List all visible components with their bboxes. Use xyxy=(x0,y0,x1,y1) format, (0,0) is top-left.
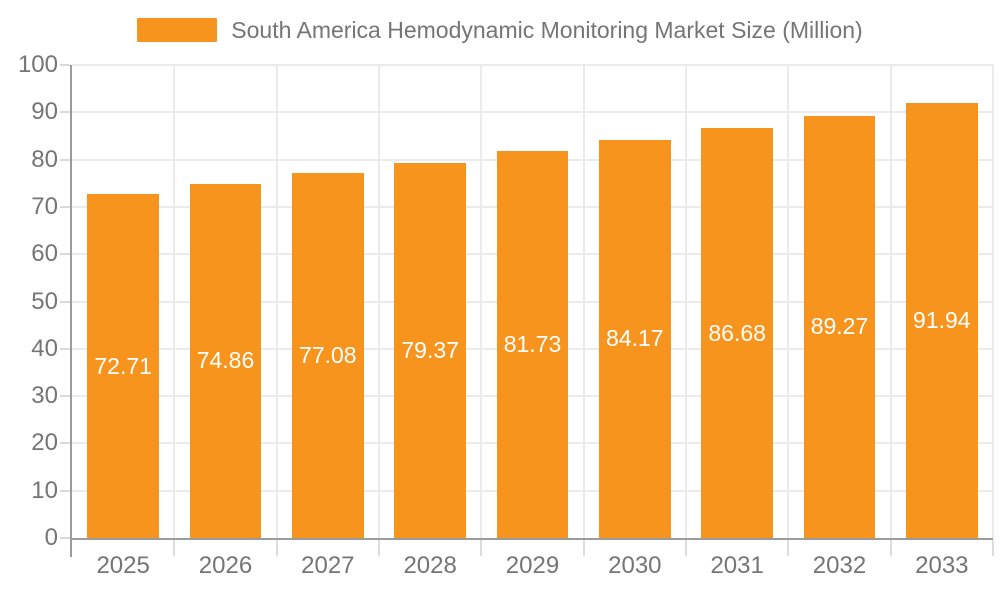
x-axis-tick xyxy=(992,540,994,556)
y-axis-tick xyxy=(60,111,70,114)
y-axis-tick xyxy=(60,489,70,492)
gridline-h xyxy=(72,64,993,66)
gridline-v xyxy=(685,65,687,538)
y-axis-tick xyxy=(60,205,70,208)
bar: 91.94 xyxy=(906,103,978,538)
bar: 86.68 xyxy=(701,128,773,538)
gridline-h xyxy=(72,111,993,114)
x-axis-tick xyxy=(787,540,790,556)
bar-value-label: 86.68 xyxy=(708,319,766,346)
gridline-v xyxy=(378,65,380,538)
legend-label[interactable]: South America Hemodynamic Monitoring Mar… xyxy=(231,16,863,43)
bar: 84.17 xyxy=(599,139,671,538)
y-axis-tick xyxy=(60,395,70,398)
gridline-v xyxy=(787,65,790,538)
x-axis-tick xyxy=(889,540,892,556)
y-axis-tick xyxy=(60,537,70,539)
x-axis-tick xyxy=(173,540,176,556)
x-axis-line xyxy=(70,538,993,540)
bar: 74.86 xyxy=(189,183,262,538)
x-axis-tick-label: 2026 xyxy=(198,552,253,579)
bar-value-label: 81.73 xyxy=(503,331,562,358)
bar: 77.08 xyxy=(292,173,364,538)
y-axis-tick-label: 30 xyxy=(31,382,58,410)
y-axis-tick xyxy=(60,347,70,350)
bar-value-label: 84.17 xyxy=(606,325,664,352)
y-axis-tick-label: 20 xyxy=(31,429,58,457)
x-axis-tick-label: 2032 xyxy=(812,552,867,579)
x-axis-tick xyxy=(685,540,687,556)
y-axis-line xyxy=(70,65,72,557)
x-axis-tick-label: 2033 xyxy=(915,552,969,579)
y-axis-tick-label: 10 xyxy=(31,476,58,504)
y-axis-tick xyxy=(60,158,70,161)
x-axis-tick xyxy=(582,540,585,556)
x-axis-tick-label: 2031 xyxy=(710,552,764,579)
bar-value-label: 79.37 xyxy=(401,336,459,363)
bar-value-label: 91.94 xyxy=(913,307,971,334)
bar: 81.73 xyxy=(496,151,569,538)
bar-value-label: 72.71 xyxy=(94,352,152,379)
bar-value-label: 89.27 xyxy=(810,313,869,340)
x-axis-tick xyxy=(378,540,380,556)
y-axis-tick-label: 100 xyxy=(17,51,58,78)
bar: 89.27 xyxy=(803,115,876,538)
bar: 79.37 xyxy=(394,162,466,538)
x-axis-tick-label: 2025 xyxy=(96,552,150,579)
y-axis-tick-label: 50 xyxy=(31,287,58,315)
gridline-v xyxy=(275,65,278,538)
y-axis-tick xyxy=(60,442,70,445)
y-axis-tick-label: 0 xyxy=(44,524,58,551)
x-axis-tick-label: 2028 xyxy=(403,552,457,579)
y-axis-tick-label: 60 xyxy=(31,240,58,268)
x-axis-tick-label: 2027 xyxy=(301,552,355,579)
gridline-v xyxy=(480,65,483,538)
y-axis-tick-label: 80 xyxy=(31,145,58,173)
gridline-v xyxy=(173,65,176,538)
y-axis-tick xyxy=(60,253,70,256)
gridline-v xyxy=(582,65,585,538)
y-axis-tick-label: 90 xyxy=(31,98,58,126)
bar-value-label: 77.08 xyxy=(299,342,357,369)
x-axis-tick xyxy=(480,540,483,556)
y-axis-tick xyxy=(60,64,70,66)
gridline-v xyxy=(992,65,994,538)
x-axis-tick xyxy=(275,540,278,556)
y-axis-tick xyxy=(60,300,70,303)
x-axis-tick-label: 2030 xyxy=(608,552,662,579)
gridline-v xyxy=(889,65,892,538)
x-axis-tick-label: 2029 xyxy=(505,552,560,579)
plot-area: 72.71 74.86 77.08 79.37 81.73 84.17 86.68 89.27… xyxy=(18,51,994,579)
bar-value-label: 74.86 xyxy=(196,347,255,374)
legend[interactable]: South America Hemodynamic Monitoring Mar… xyxy=(0,16,1000,44)
y-axis-tick-label: 40 xyxy=(31,334,58,362)
legend-swatch[interactable] xyxy=(137,18,218,42)
y-axis-tick-label: 70 xyxy=(31,192,58,220)
bar: 72.71 xyxy=(87,194,159,538)
